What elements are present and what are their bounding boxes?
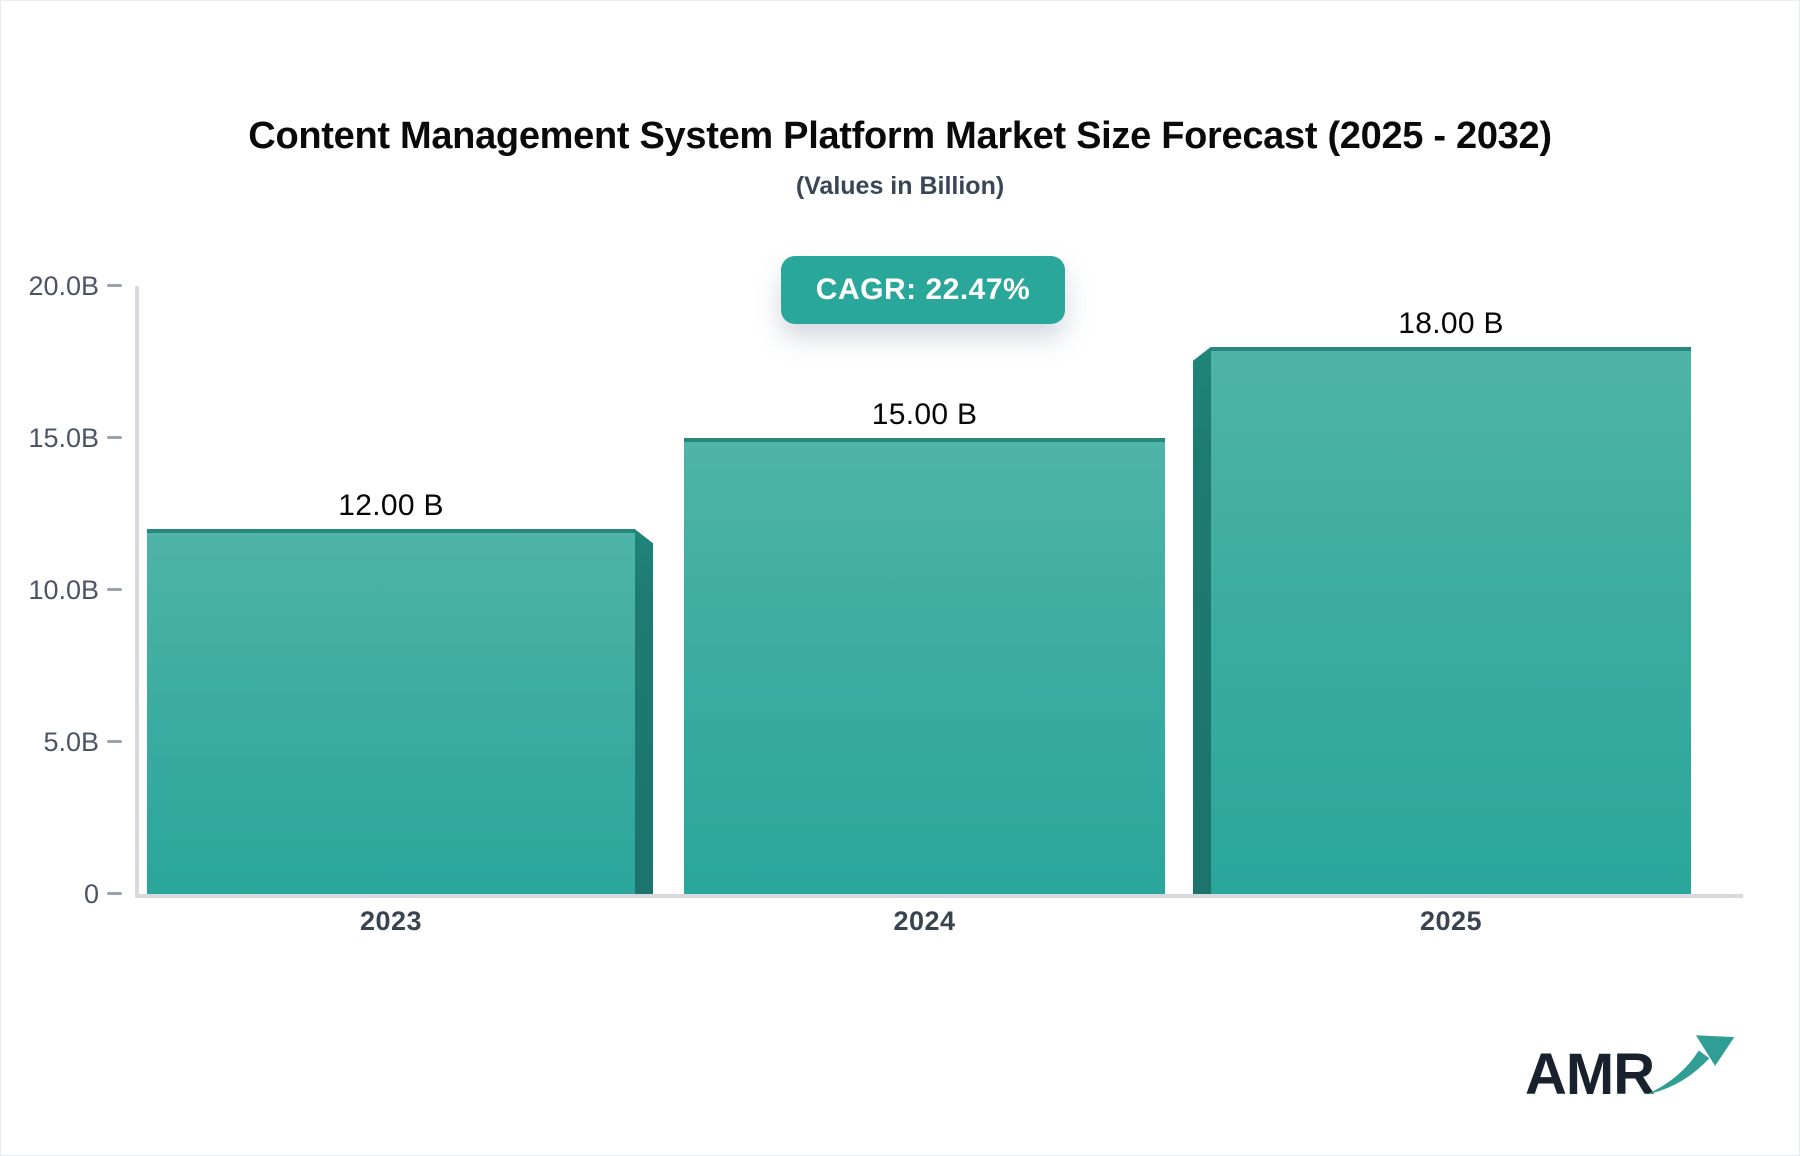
chart-title: Content Management System Platform Marke…: [248, 115, 1552, 157]
x-axis-category-label: 2023: [359, 906, 423, 936]
y-axis-tick-mark: [107, 892, 122, 895]
bar-side-3d: [635, 529, 653, 894]
x-axis-category-label: 2025: [1419, 906, 1483, 936]
bar-2023: [147, 529, 635, 894]
y-axis-tick-mark: [107, 284, 122, 287]
chart-subtitle: (Values in Billion): [795, 172, 1005, 200]
cagr-badge: CAGR: 22.47%: [781, 256, 1065, 324]
amr-logo-arrow-icon: [1646, 1035, 1735, 1095]
x-axis-line: [135, 894, 1743, 898]
y-axis-tick-mark: [107, 588, 122, 591]
y-axis-tick-label: 20.0B: [28, 271, 99, 301]
y-axis-tick-label: 0: [83, 879, 99, 909]
y-axis-tick-mark: [107, 740, 122, 743]
bar-2024: [684, 438, 1165, 894]
bar-value-label: 12.00 B: [338, 489, 444, 523]
bar-2025: [1211, 346, 1691, 894]
bar-value-label: 15.00 B: [871, 398, 978, 431]
y-axis-line: [135, 286, 139, 898]
x-axis-category-label: 2024: [893, 906, 956, 936]
y-axis-tick-label: 5.0B: [43, 727, 99, 757]
y-axis-tick-label: 15.0B: [28, 423, 99, 453]
amr-logo: AMR: [1525, 1029, 1742, 1105]
amr-logo-text: AMR: [1525, 1042, 1655, 1107]
y-axis-tick-mark: [107, 436, 122, 439]
bar-side-3d: [1193, 346, 1211, 894]
bar-value-label: 18.00 B: [1398, 306, 1504, 340]
y-axis-tick-label: 10.0B: [28, 575, 99, 605]
cagr-badge-label: CAGR: 22.47%: [815, 273, 1031, 306]
